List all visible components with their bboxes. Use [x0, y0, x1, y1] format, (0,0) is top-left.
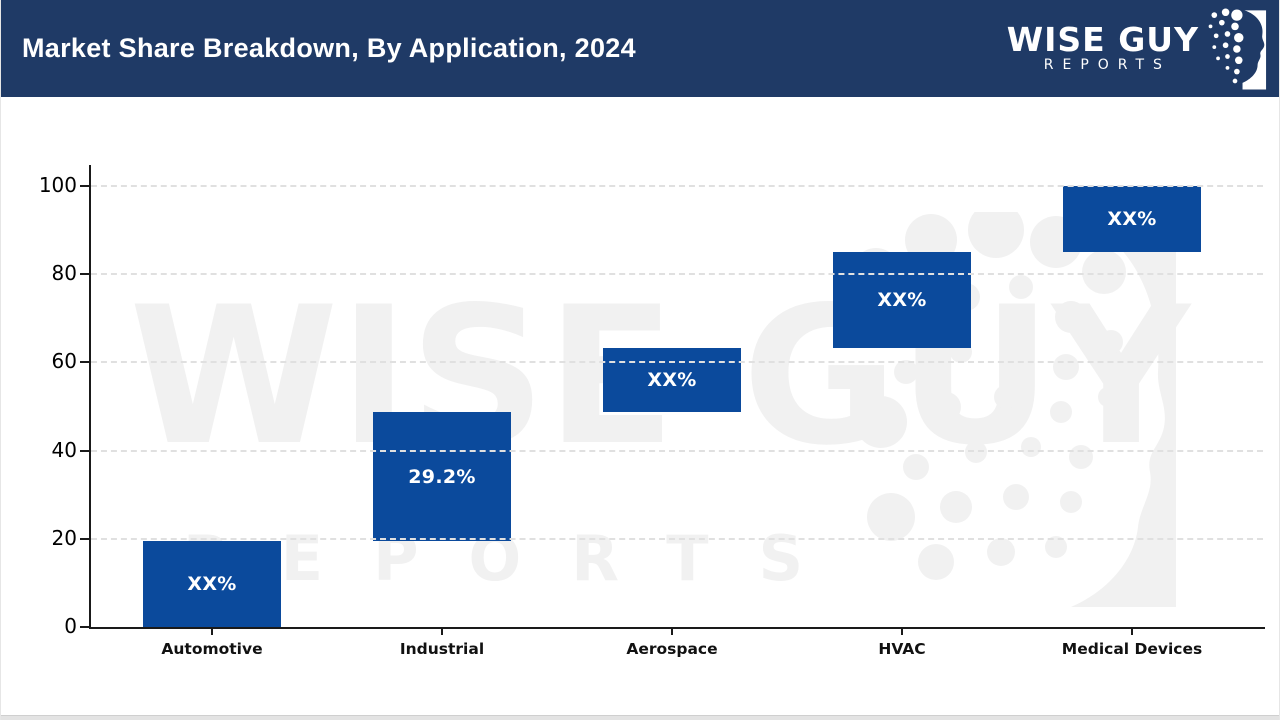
- y-tick-label: 20: [51, 525, 77, 550]
- x-axis-tick: [901, 629, 903, 635]
- gridline: [91, 361, 1263, 364]
- gridline: [91, 449, 1263, 452]
- bar-medical-devices: XX%: [1063, 186, 1201, 253]
- x-axis-tick: [211, 629, 213, 635]
- logo-face-icon: [1208, 8, 1267, 89]
- x-category-label: Medical Devices: [1061, 640, 1203, 658]
- header-bar: Market Share Breakdown, By Application, …: [1, 0, 1279, 97]
- x-axis-tick: [671, 629, 673, 635]
- bar-value-label: XX%: [1107, 208, 1157, 231]
- x-category-label: Automotive: [161, 640, 263, 658]
- y-axis-tick: [80, 185, 89, 187]
- x-category-label: Industrial: [399, 640, 485, 658]
- bar-hvac: XX%: [833, 252, 971, 348]
- bar-value-label: XX%: [647, 369, 697, 392]
- y-axis-tick: [80, 449, 89, 452]
- gridline: [91, 185, 1263, 187]
- bar-value-label: XX%: [187, 572, 237, 595]
- y-axis-tick: [80, 361, 89, 364]
- x-axis-tick: [441, 629, 443, 635]
- x-axis-line: [89, 627, 1265, 629]
- y-axis-tick: [80, 537, 89, 540]
- wiseguy-logo: WISE GUY REPORTS: [1006, 7, 1279, 91]
- y-axis-tick: [80, 626, 89, 628]
- bottom-border: [1, 715, 1279, 720]
- logo-text: WISE GUY REPORTS: [1006, 19, 1199, 74]
- y-axis-line: [89, 165, 91, 629]
- x-category-label: Aerospace: [626, 640, 718, 658]
- gridline: [91, 537, 1263, 540]
- page-title: Market Share Breakdown, By Application, …: [22, 33, 636, 63]
- y-tick-label: 0: [64, 614, 77, 638]
- y-tick-label: 40: [51, 437, 77, 462]
- bar-industrial: 29.2%: [373, 412, 511, 541]
- y-tick-label: 60: [51, 349, 77, 374]
- x-category-label: HVAC: [878, 640, 926, 658]
- bar-automotive: XX%: [143, 541, 281, 627]
- logo-subtitle: REPORTS: [1043, 57, 1171, 74]
- y-axis-tick: [80, 273, 89, 276]
- logo-wordmark: WISE GUY: [1006, 19, 1199, 59]
- x-axis-tick: [1131, 629, 1133, 635]
- bar-value-label: XX%: [877, 288, 927, 311]
- bar-aerospace: XX%: [603, 347, 741, 413]
- y-tick-label: 100: [38, 173, 77, 197]
- gridline: [91, 273, 1263, 276]
- y-tick-label: 80: [51, 261, 77, 286]
- bar-value-label: 29.2%: [408, 465, 476, 488]
